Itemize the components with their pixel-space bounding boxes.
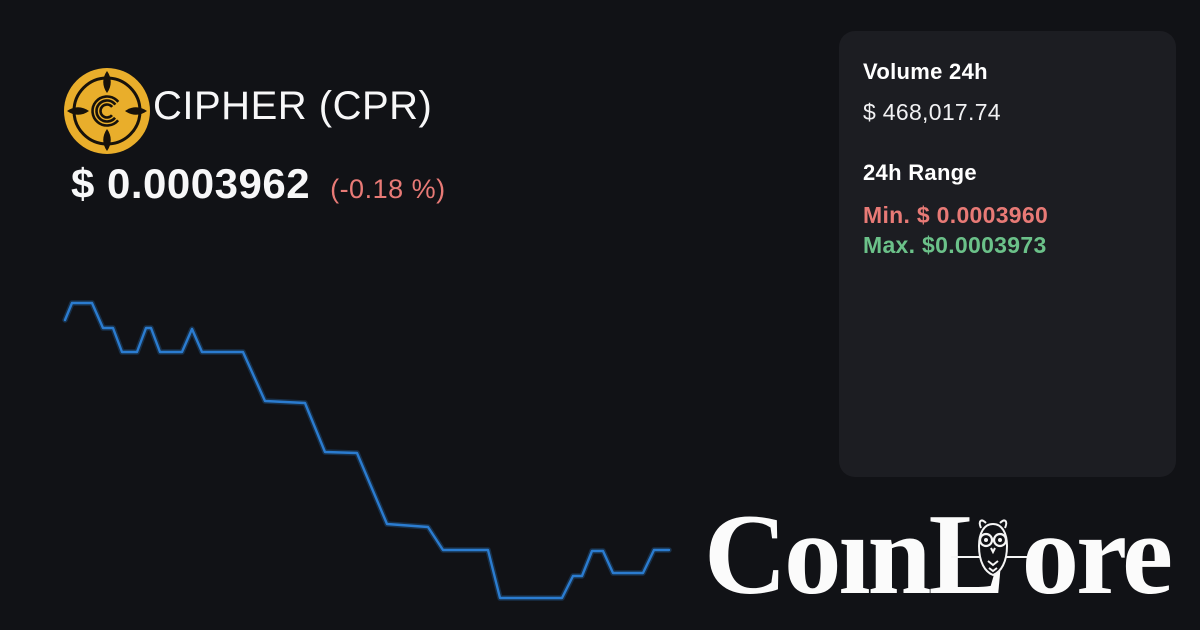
price-change-24h: (-0.18 %) <box>330 174 446 204</box>
brand-text-ore: ore <box>1021 491 1174 618</box>
stats-card: Volume 24h $ 468,017.74 24h Range Min. $… <box>839 31 1176 477</box>
brand-text-n: n <box>867 491 932 618</box>
coin-title: CIPHER (CPR) <box>153 84 433 128</box>
volume-24h-value: $ 468,017.74 <box>863 99 1001 125</box>
brand-letter-l: L <box>928 491 1036 618</box>
cipher-coin-icon <box>64 68 150 154</box>
brand-letter-i: ı <box>838 491 871 618</box>
range-min-value: Min. $ 0.0003960 <box>863 202 1049 228</box>
coinlore-logo: CoınL ore <box>704 491 1174 619</box>
brand-text-co: Co <box>704 491 842 618</box>
price-row: $ 0.0003962 (-0.18 %) <box>71 160 446 208</box>
range-24h-label: 24h Range <box>863 160 977 185</box>
coin-price: $ 0.0003962 <box>71 160 311 207</box>
owl-icon <box>951 519 1036 577</box>
volume-24h-label: Volume 24h <box>863 59 988 84</box>
price-line <box>63 301 671 600</box>
range-max-value: Max. $0.0003973 <box>863 232 1047 258</box>
